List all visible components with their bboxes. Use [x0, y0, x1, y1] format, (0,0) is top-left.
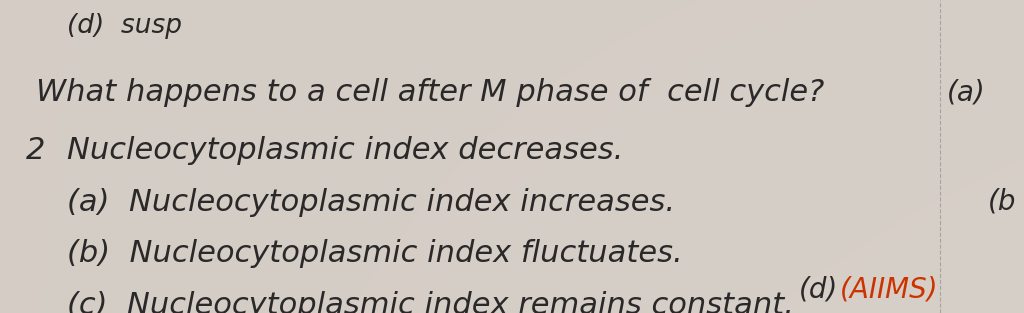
Text: (AIIMS): (AIIMS) — [840, 276, 938, 304]
Text: (d)  susp: (d) susp — [67, 13, 181, 38]
Text: 2: 2 — [26, 136, 45, 165]
Text: (c)  Nucleocytoplasmic index remains constant.: (c) Nucleocytoplasmic index remains cons… — [67, 291, 794, 313]
Text: (d): (d) — [799, 276, 838, 304]
Text: (b: (b — [988, 188, 1017, 216]
Text: (a): (a) — [947, 78, 986, 106]
Text: Nucleocytoplasmic index decreases.: Nucleocytoplasmic index decreases. — [67, 136, 623, 165]
Text: (b)  Nucleocytoplasmic index fluctuates.: (b) Nucleocytoplasmic index fluctuates. — [67, 239, 682, 269]
Text: What happens to a cell after M phase of  cell cycle?: What happens to a cell after M phase of … — [36, 78, 824, 107]
Text: (a)  Nucleocytoplasmic index increases.: (a) Nucleocytoplasmic index increases. — [67, 188, 675, 217]
